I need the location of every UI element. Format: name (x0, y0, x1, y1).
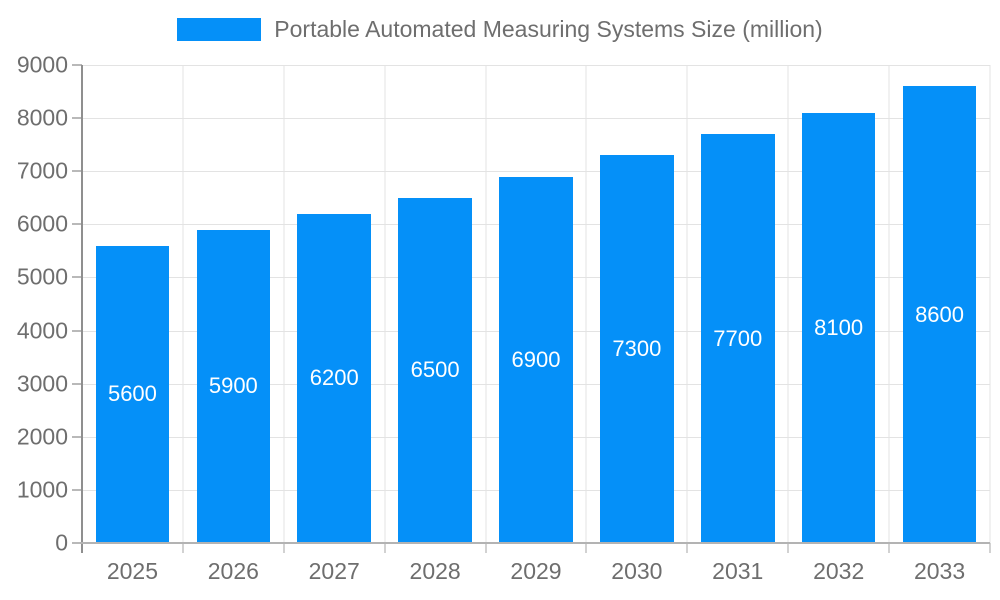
bar-value-label: 6200 (309, 365, 359, 391)
bar-2028: 6500 (398, 197, 472, 543)
h-gridline (82, 65, 990, 66)
bar-2027: 6200 (297, 213, 372, 543)
x-axis-tick (787, 543, 790, 553)
bar-value-label: 6900 (511, 346, 561, 372)
bar-2033: 8600 (902, 86, 977, 543)
x-axis-tick (383, 543, 386, 553)
y-axis-tick-label: 3000 (16, 370, 68, 397)
bar-value-label: 7300 (612, 336, 662, 362)
y-axis-tick (72, 382, 82, 385)
bar-value-label: 8600 (915, 301, 965, 327)
bar-2031: 7700 (700, 134, 775, 543)
y-axis-tick-label: 4000 (16, 317, 68, 344)
bar-2030: 7300 (600, 155, 674, 543)
y-axis-tick (72, 488, 82, 491)
y-axis-tick (72, 329, 82, 332)
y-axis-tick-label: 9000 (16, 51, 68, 78)
bar-value-label: 8100 (814, 314, 864, 340)
y-axis-tick-label: 0 (55, 529, 68, 556)
x-axis-tick-label: 2026 (207, 558, 259, 584)
y-axis-tick-label: 6000 (16, 210, 68, 237)
plot-area: 5600 5900 6200 6500 6900 7300 7700 8100 8600 (72, 64, 991, 553)
chart-legend[interactable]: Portable Automated Measuring Systems Siz… (0, 16, 1000, 43)
v-gridline (585, 65, 587, 543)
bar-value-label: 7700 (713, 325, 763, 351)
y-axis-tick (72, 170, 82, 173)
bar-2032: 8100 (801, 112, 876, 543)
x-axis-tick-label: 2032 (813, 558, 865, 584)
x-axis-tick (585, 543, 588, 553)
bar-value-label: 6500 (410, 357, 460, 383)
y-axis-labels: 0 1000 2000 3000 4000 5000 6000 7000 8000 9000 (0, 53, 68, 554)
x-axis-tick (686, 543, 689, 553)
v-gridline (888, 65, 890, 543)
bar-2026: 5900 (196, 229, 271, 543)
x-axis-tick (484, 543, 487, 553)
h-gridline (82, 171, 990, 173)
y-axis-tick-label: 5000 (16, 263, 68, 290)
y-axis-tick-label: 7000 (16, 157, 68, 184)
y-axis-line (81, 65, 83, 553)
y-axis-tick-label: 1000 (16, 476, 68, 503)
y-axis-tick (72, 276, 82, 279)
v-gridline (384, 65, 386, 543)
bar-2025: 5600 (95, 245, 170, 543)
y-axis-tick (72, 117, 82, 120)
bar-value-label: 5900 (208, 373, 258, 399)
legend-label: Portable Automated Measuring Systems Siz… (274, 16, 823, 42)
y-axis-tick-label: 8000 (16, 104, 68, 131)
x-axis-tick-label: 2025 (106, 558, 159, 584)
x-axis-tick-label: 2030 (611, 558, 663, 584)
v-gridline (485, 65, 487, 543)
y-axis-tick (72, 64, 82, 66)
x-axis-tick (181, 543, 184, 553)
h-gridline (82, 118, 990, 120)
bar-2029: 6900 (499, 176, 573, 543)
x-axis-line (80, 542, 990, 544)
v-gridline (989, 65, 991, 543)
x-axis-labels: 2025 2026 2027 2028 2029 2030 2031 2032 2033 (82, 558, 990, 592)
y-axis-tick (72, 542, 82, 544)
v-gridline (283, 65, 285, 543)
legend-swatch-icon (177, 18, 262, 41)
bar-value-label: 5600 (107, 381, 157, 407)
y-axis-tick (72, 435, 82, 438)
x-axis-tick-label: 2028 (409, 558, 461, 584)
x-axis-tick-label: 2033 (913, 558, 966, 584)
x-axis-tick-label: 2029 (510, 558, 562, 584)
y-axis-tick-label: 2000 (16, 423, 68, 450)
x-axis-tick-label: 2031 (712, 558, 764, 584)
y-axis-tick (72, 223, 82, 226)
x-axis-tick (282, 543, 285, 553)
v-gridline (686, 65, 688, 543)
x-axis-tick (888, 543, 891, 553)
v-gridline (182, 65, 184, 543)
x-axis-tick (989, 543, 991, 553)
x-axis-tick-label: 2027 (308, 558, 360, 584)
v-gridline (787, 65, 789, 543)
